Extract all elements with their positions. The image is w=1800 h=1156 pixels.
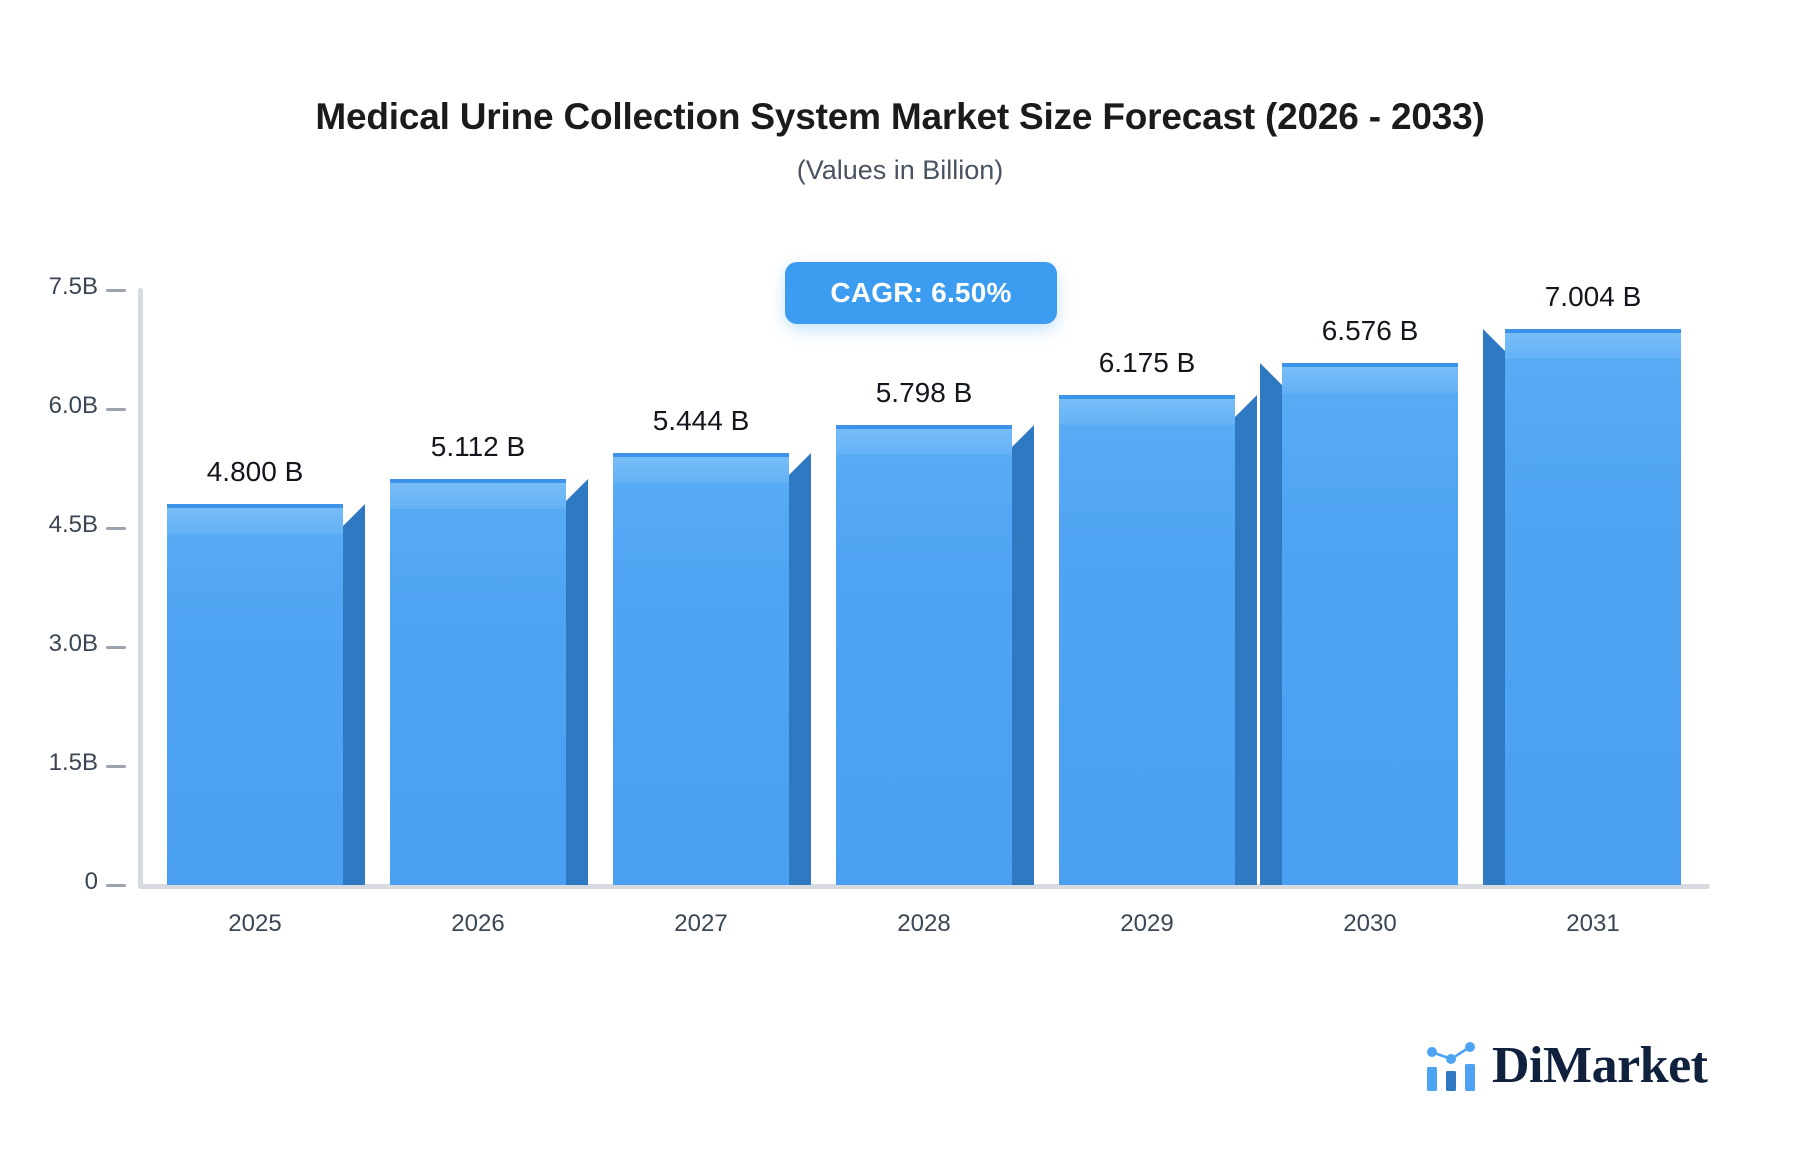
x-axis-label-2027: 2027 (674, 910, 728, 937)
y-axis-line (138, 288, 143, 888)
x-axis-label-2031: 2031 (1566, 910, 1620, 937)
bar-side-face (343, 504, 365, 885)
bar-2026[interactable] (390, 479, 588, 885)
dimarket-logo: DiMarket (1424, 1037, 1708, 1094)
y-axis-tick-mark (106, 765, 126, 768)
x-axis-label-2026: 2026 (451, 910, 505, 937)
bar-top-edge (167, 504, 343, 508)
bar-front-face (1505, 329, 1681, 885)
bar-top-highlight (613, 457, 789, 483)
title-block: Medical Urine Collection System Market S… (0, 96, 1800, 186)
bar-top-edge (1505, 329, 1681, 333)
bar-front-face (1059, 395, 1235, 885)
bar-top-highlight (390, 483, 566, 509)
bar-value-label: 5.444 B (652, 405, 750, 436)
bar-value-label: 6.576 B (1321, 315, 1419, 346)
bar-top-highlight (1282, 367, 1458, 393)
bar-top-edge (836, 425, 1012, 429)
cagr-badge: CAGR: 6.50% (785, 262, 1057, 324)
y-axis-tick-label: 6.0B (48, 392, 98, 419)
page-title: Medical Urine Collection System Market S… (315, 96, 1485, 137)
bar-2028[interactable] (836, 425, 1034, 885)
bar-side-face (1260, 363, 1282, 885)
y-axis-tick-mark (106, 646, 126, 649)
y-axis-tick-mark (106, 289, 126, 292)
bar-value-label: 7.004 B (1544, 281, 1642, 312)
bar-2025[interactable] (167, 504, 365, 885)
y-axis-tick-label: 1.5B (48, 749, 98, 776)
x-axis-line (138, 884, 1710, 889)
x-axis-label-2029: 2029 (1120, 910, 1174, 937)
bar-side-face (1012, 425, 1034, 885)
bar-front-face (836, 425, 1012, 885)
bar-value-label: 5.112 B (430, 431, 526, 462)
bar-side-face (1483, 329, 1505, 885)
bar-front-face (390, 479, 566, 885)
bar-value-label: 6.175 B (1098, 347, 1196, 378)
y-axis-tick-label: 4.5B (48, 511, 98, 538)
y-axis-tick-label: 7.5B (48, 273, 98, 300)
cagr-badge-label: CAGR: 6.50% (830, 277, 1012, 308)
bar-2027[interactable] (613, 453, 811, 885)
bar-top-edge (390, 479, 566, 483)
chart-subtitle: (Values in Billion) (796, 154, 1004, 185)
bar-front-face (167, 504, 343, 885)
x-axis-label-2030: 2030 (1343, 910, 1397, 937)
y-axis-tick-label: 0 (84, 868, 98, 895)
bar-top-highlight (1505, 333, 1681, 359)
bar-top-edge (1059, 395, 1235, 399)
logo-text: DiMarket (1492, 1037, 1708, 1094)
bar-value-label: 4.800 B (206, 456, 304, 487)
bar-side-face (566, 479, 588, 885)
x-axis-label-2028: 2028 (897, 910, 951, 937)
bar-top-edge (1282, 363, 1458, 367)
bar-front-face (613, 453, 789, 885)
y-axis-tick-mark (106, 408, 126, 411)
y-axis-tick-mark (106, 884, 126, 887)
x-axis-label-2025: 2025 (228, 910, 282, 937)
y-axis-tick-label: 3.0B (48, 630, 98, 657)
bar-side-face (789, 453, 811, 885)
bar-top-highlight (836, 429, 1012, 455)
bar-top-highlight (167, 508, 343, 534)
bar-2029[interactable] (1059, 395, 1257, 885)
bar-value-label: 5.798 B (875, 377, 973, 408)
bar-front-face (1282, 363, 1458, 885)
bar-2031[interactable] (1483, 329, 1681, 885)
y-axis-tick-mark (106, 527, 126, 530)
bar-top-highlight (1059, 399, 1235, 425)
bar-top-edge (613, 453, 789, 457)
bar-side-face (1235, 395, 1257, 885)
bar-2030[interactable] (1260, 363, 1458, 885)
bar-chart-icon (1424, 1040, 1478, 1092)
